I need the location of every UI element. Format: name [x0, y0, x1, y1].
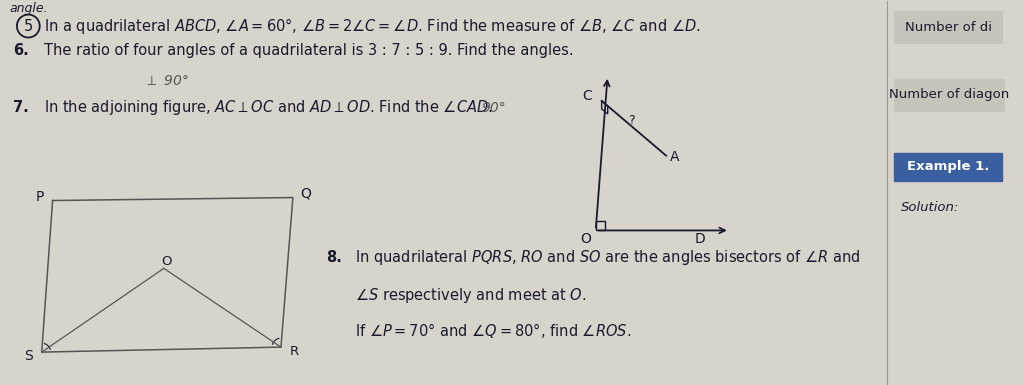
- Text: Example 1.: Example 1.: [907, 160, 989, 173]
- Text: Number of diagon: Number of diagon: [889, 88, 1010, 101]
- Text: 8.: 8.: [326, 250, 342, 265]
- Text: Number of di: Number of di: [904, 20, 991, 33]
- Text: D: D: [694, 233, 706, 246]
- Text: 6.: 6.: [13, 44, 29, 59]
- Text: A: A: [671, 150, 680, 164]
- Text: In quadrilateral $PQRS$, $RO$ and $SO$ are the angles bisectors of $\angle R$ an: In quadrilateral $PQRS$, $RO$ and $SO$ a…: [355, 248, 861, 267]
- Text: $\perp$ 90°: $\perp$ 90°: [144, 74, 189, 88]
- Bar: [894, 11, 1001, 43]
- Bar: [894, 79, 1004, 111]
- Text: 7.: 7.: [13, 100, 29, 115]
- Text: The ratio of four angles of a quadrilateral is 3 : 7 : 5 : 9. Find the angles.: The ratio of four angles of a quadrilate…: [44, 44, 573, 59]
- Text: P: P: [36, 189, 44, 204]
- Bar: [894, 153, 1001, 181]
- Text: In a quadrilateral $ABCD$, $\angle A=60°$, $\angle B=2\angle C=\angle D$. Find t: In a quadrilateral $ABCD$, $\angle A=60°…: [44, 16, 700, 36]
- Text: O: O: [581, 233, 591, 246]
- Text: 90°: 90°: [481, 101, 506, 115]
- Text: 5: 5: [24, 19, 33, 34]
- Text: angle.: angle.: [10, 2, 48, 15]
- Text: ?: ?: [628, 114, 635, 127]
- Text: S: S: [25, 349, 33, 363]
- Text: Solution:: Solution:: [901, 201, 959, 214]
- Text: If $\angle P=70°$ and $\angle Q=80°$, find $\angle ROS$.: If $\angle P=70°$ and $\angle Q=80°$, fi…: [355, 321, 632, 340]
- Text: In the adjoining figure, $AC\perp OC$ and $AD\perp OD$. Find the $\angle CAD$.: In the adjoining figure, $AC\perp OC$ an…: [44, 98, 493, 117]
- Text: R: R: [290, 345, 298, 358]
- Text: Q: Q: [300, 187, 311, 201]
- Text: C: C: [582, 89, 592, 103]
- Text: $\angle S$ respectively and meet at $O$.: $\angle S$ respectively and meet at $O$.: [355, 286, 587, 305]
- Text: O: O: [162, 255, 172, 268]
